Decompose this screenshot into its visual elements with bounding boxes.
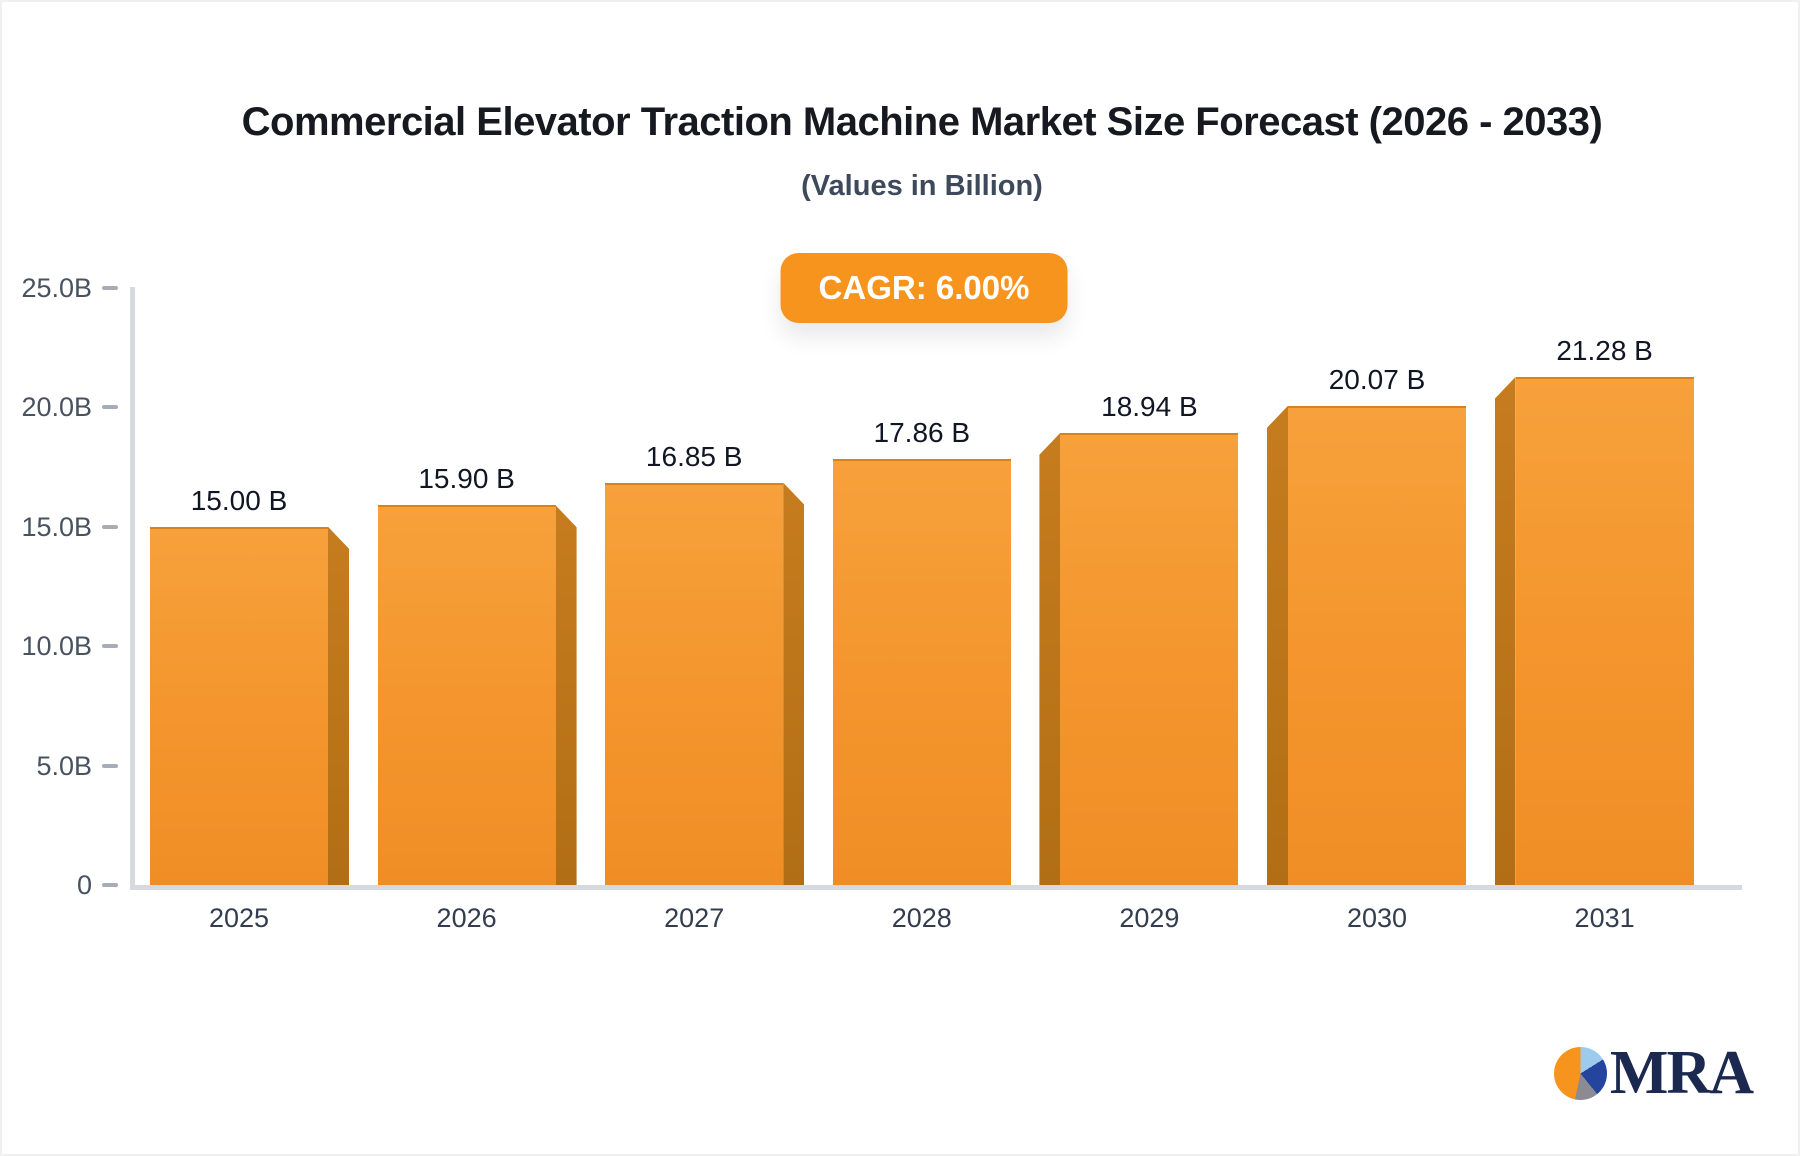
bar-side-face bbox=[328, 526, 349, 885]
bar-side-face bbox=[1494, 376, 1516, 885]
bar-side-face bbox=[555, 505, 577, 885]
bar-2027 bbox=[605, 482, 784, 885]
bar-value-label: 18.94 B bbox=[1101, 390, 1198, 422]
bar-value-label: 21.28 B bbox=[1556, 334, 1653, 366]
page-title: Commercial Elevator Traction Machine Mar… bbox=[241, 100, 1603, 144]
pie-chart-icon bbox=[1553, 1047, 1607, 1100]
bar-2031 bbox=[1515, 376, 1694, 885]
x-axis-label: 2031 bbox=[1574, 903, 1635, 933]
cagr-badge-label: CAGR: 6.00% bbox=[818, 269, 1030, 306]
x-axis-label: 2030 bbox=[1346, 903, 1408, 933]
y-axis-tick-label: 5.0B bbox=[36, 750, 92, 781]
x-axis-label: 2029 bbox=[1119, 903, 1180, 933]
y-axis-tick-mark bbox=[102, 405, 118, 410]
bar-2026 bbox=[377, 505, 556, 885]
mra-logo: MRA bbox=[1553, 1039, 1754, 1107]
bar-side-face bbox=[783, 482, 805, 885]
y-axis-tick-mark bbox=[102, 524, 118, 529]
bar-value-label: 17.86 B bbox=[873, 416, 971, 448]
y-axis-tick-mark bbox=[102, 644, 118, 649]
bar-value-label: 16.85 B bbox=[645, 440, 743, 472]
x-axis-label: 2025 bbox=[208, 903, 270, 933]
bar-value-label: 15.90 B bbox=[418, 463, 515, 495]
y-axis-line bbox=[130, 287, 135, 885]
y-axis-tick-label: 10.0B bbox=[21, 631, 92, 662]
bar-side-face bbox=[1039, 432, 1061, 885]
y-axis-tick-mark bbox=[102, 883, 118, 887]
y-axis-tick-mark bbox=[102, 763, 118, 768]
bar-value-label: 20.07 B bbox=[1328, 363, 1426, 395]
bar-2030 bbox=[1288, 405, 1466, 885]
bar-side-face bbox=[1267, 405, 1288, 885]
mra-logo-text: MRA bbox=[1609, 1039, 1754, 1107]
bar-value-label: 15.00 B bbox=[190, 484, 288, 516]
bar-2029 bbox=[1060, 432, 1239, 885]
x-axis-label: 2028 bbox=[891, 903, 952, 933]
y-axis-tick-label: 0 bbox=[76, 870, 92, 900]
x-axis-label: 2027 bbox=[664, 903, 725, 933]
x-axis-baseline bbox=[130, 885, 1742, 890]
cagr-badge: CAGR: 6.00% bbox=[780, 253, 1068, 323]
x-axis-label: 2026 bbox=[436, 903, 497, 933]
y-axis-tick-label: 25.0B bbox=[21, 273, 92, 303]
y-axis-tick-mark bbox=[102, 286, 118, 290]
chart-subtitle: (Values in Billion) bbox=[801, 170, 1043, 202]
y-axis-tick-label: 15.0B bbox=[21, 511, 92, 542]
y-axis-tick-label: 20.0B bbox=[21, 392, 92, 423]
bar-2028 bbox=[832, 458, 1011, 885]
bar-2025 bbox=[150, 526, 328, 885]
